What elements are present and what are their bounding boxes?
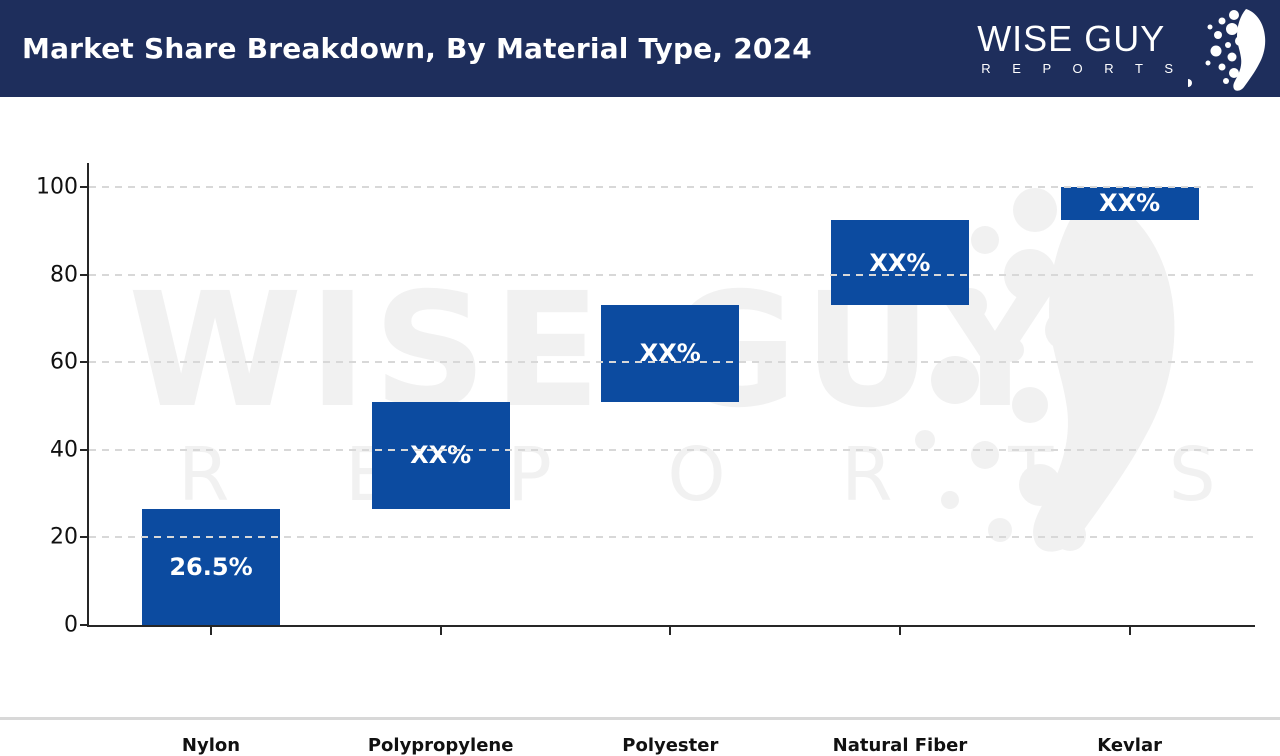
x-axis-tick-mark [210, 627, 212, 635]
x-axis-tick-mark [439, 627, 442, 635]
x-axis-tick-mark [1128, 627, 1131, 635]
logo-reports-text: R E P O R T S [981, 61, 1182, 76]
x-axis-line [87, 625, 1255, 627]
bar-kevlar: XX% [1060, 187, 1199, 220]
logo-face-icon [1188, 8, 1266, 91]
bar-value-label: XX% [869, 248, 931, 277]
y-axis-tick-mark [80, 273, 88, 276]
y-axis-tick-label: 80 [50, 262, 78, 288]
logo-text: WISE GUY R E P O R T S [977, 18, 1182, 77]
bar-natural-fiber: XX% [830, 219, 969, 306]
y-axis-tick-mark [80, 361, 88, 364]
bar-value-label: XX% [1099, 189, 1161, 218]
gridline-40 [89, 448, 1253, 451]
x-axis-category-label: Polypropylene [367, 735, 514, 756]
logo-wiseguy-text: WISE GUY [977, 18, 1166, 59]
watermark-face-icon [892, 188, 1175, 552]
y-axis-tick-label: 100 [36, 174, 78, 200]
bar-nylon: 26.5% [142, 508, 280, 625]
y-axis-tick-mark [80, 186, 88, 188]
x-axis-category-label: Nylon [181, 735, 241, 756]
header-banner: Market Share Breakdown, By Material Type… [0, 0, 1280, 97]
y-axis-tick-mark [80, 536, 88, 539]
x-axis-category-label: Natural Fiber [832, 735, 968, 756]
y-axis-tick-label: 40 [50, 437, 78, 463]
x-axis-tick-mark [669, 627, 672, 635]
page-title: Market Share Breakdown, By Material Type… [22, 32, 812, 65]
bar-value-label: XX% [639, 339, 701, 368]
bar-polypropylene: XX% [371, 401, 510, 509]
bar-value-label: XX% [410, 441, 472, 470]
bottom-border-line [0, 717, 1280, 720]
x-axis-tick-mark [898, 627, 901, 635]
y-axis-line [87, 163, 89, 627]
y-axis-tick-label: 20 [50, 524, 78, 550]
x-axis-category-label: Polyester [622, 735, 719, 756]
bar-value-label: 26.5% [169, 552, 253, 581]
wiseguy-logo: WISE GUY R E P O R T S [977, 7, 1280, 91]
y-axis-tick-label: 60 [50, 349, 78, 375]
x-axis-category-label: Kevlar [1097, 735, 1162, 756]
gridline-20 [89, 536, 1253, 539]
y-axis-tick-mark [80, 624, 88, 626]
chart-plot-area: 0 20 40 60 80 100 26.5% Nylon XX% Polypropylene XX… [0, 97, 1280, 756]
gridline-100 [89, 186, 1253, 188]
gridline-60 [89, 361, 1253, 364]
y-axis-tick-mark [80, 448, 88, 451]
gridline-80 [89, 273, 1253, 276]
bar-polyester: XX% [601, 305, 740, 402]
y-axis-tick-label: 0 [64, 612, 78, 638]
